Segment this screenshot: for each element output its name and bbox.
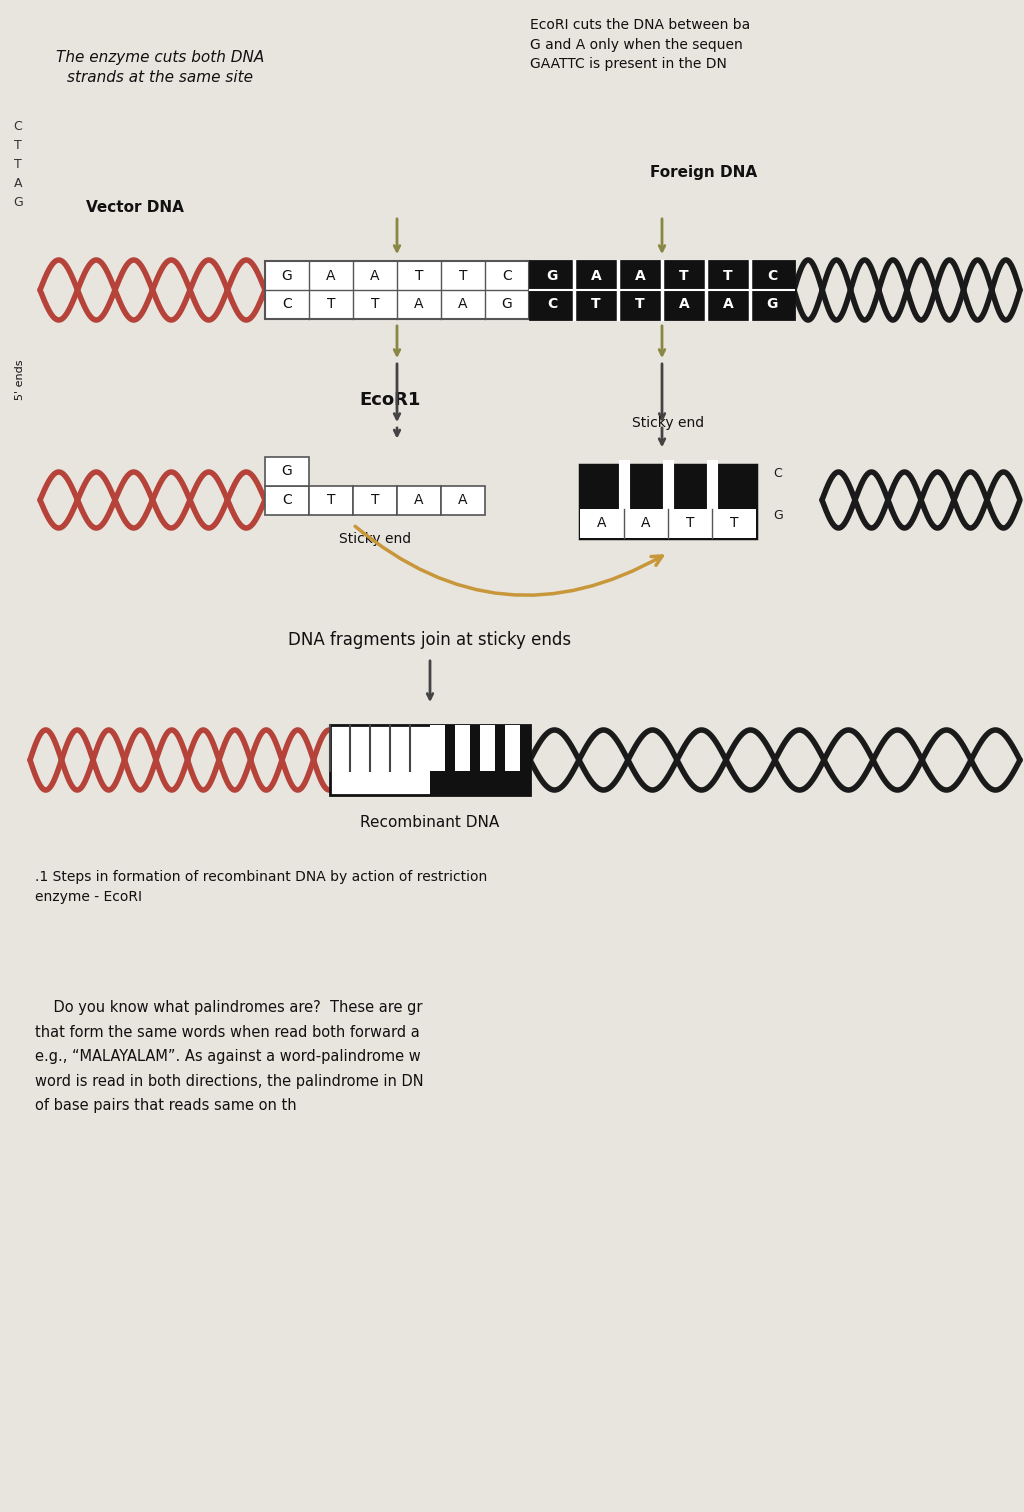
Text: A: A xyxy=(371,269,380,283)
FancyArrowPatch shape xyxy=(355,526,663,596)
Text: The enzyme cuts both DNA
strands at the same site: The enzyme cuts both DNA strands at the … xyxy=(56,50,264,85)
Text: C: C xyxy=(283,298,292,311)
Text: G: G xyxy=(282,269,293,283)
Text: T: T xyxy=(635,298,645,311)
Text: Recombinant DNA: Recombinant DNA xyxy=(360,815,500,830)
Bar xyxy=(265,457,309,485)
Text: T: T xyxy=(371,493,379,507)
Text: T: T xyxy=(327,493,335,507)
Text: A: A xyxy=(597,516,607,531)
Text: A: A xyxy=(415,493,424,507)
Text: A: A xyxy=(635,269,645,283)
Bar xyxy=(580,508,756,538)
Bar xyxy=(397,485,441,514)
Text: EcoRI cuts the DNA between ba
G and A only when the sequen
GAATTC is present in : EcoRI cuts the DNA between ba G and A on… xyxy=(530,18,751,71)
Text: Sticky end: Sticky end xyxy=(339,532,411,546)
Text: C
T
T
A
G: C T T A G xyxy=(13,119,23,209)
Text: C: C xyxy=(547,298,557,311)
Text: A: A xyxy=(459,493,468,507)
Text: G: G xyxy=(547,269,558,283)
Text: A: A xyxy=(459,298,468,311)
Bar xyxy=(441,485,485,514)
Text: A: A xyxy=(723,298,733,311)
Text: Foreign DNA: Foreign DNA xyxy=(650,165,757,180)
Text: A: A xyxy=(415,298,424,311)
Bar xyxy=(455,724,470,771)
Bar xyxy=(430,724,530,795)
Bar xyxy=(430,724,445,771)
Text: A: A xyxy=(327,269,336,283)
Text: Do you know what palindromes are?  These are gr
that form the same words when re: Do you know what palindromes are? These … xyxy=(35,999,424,1113)
Text: T: T xyxy=(415,269,423,283)
Bar xyxy=(480,724,495,771)
Text: A: A xyxy=(591,269,601,283)
Bar xyxy=(309,485,353,514)
Bar xyxy=(353,485,397,514)
Text: T: T xyxy=(459,269,467,283)
Text: .1 Steps in formation of recombinant DNA by action of restriction
enzyme - EcoRI: .1 Steps in formation of recombinant DNA… xyxy=(35,869,487,904)
Text: T: T xyxy=(327,298,335,311)
Text: Vector DNA: Vector DNA xyxy=(86,200,184,215)
Text: DNA fragments join at sticky ends: DNA fragments join at sticky ends xyxy=(289,631,571,649)
Text: G: G xyxy=(282,464,293,478)
Text: T: T xyxy=(679,269,689,283)
Text: C: C xyxy=(502,269,512,283)
Bar xyxy=(580,466,756,538)
Text: 5' ends: 5' ends xyxy=(15,360,25,401)
Text: T: T xyxy=(686,516,694,531)
Bar xyxy=(505,724,520,771)
Text: A: A xyxy=(641,516,650,531)
Text: C: C xyxy=(767,269,777,283)
Text: C: C xyxy=(773,467,782,481)
Text: T: T xyxy=(371,298,379,311)
Bar xyxy=(265,262,529,319)
Text: G: G xyxy=(773,510,783,523)
Bar xyxy=(330,724,530,795)
Bar xyxy=(530,262,794,319)
Bar xyxy=(265,485,309,514)
Text: T: T xyxy=(591,298,601,311)
Text: EcoR1: EcoR1 xyxy=(359,392,421,410)
Text: A: A xyxy=(679,298,689,311)
Text: C: C xyxy=(283,493,292,507)
Text: G: G xyxy=(766,298,777,311)
Text: T: T xyxy=(723,269,733,283)
Text: T: T xyxy=(730,516,738,531)
Text: G: G xyxy=(502,298,512,311)
Text: Sticky end: Sticky end xyxy=(632,416,705,431)
